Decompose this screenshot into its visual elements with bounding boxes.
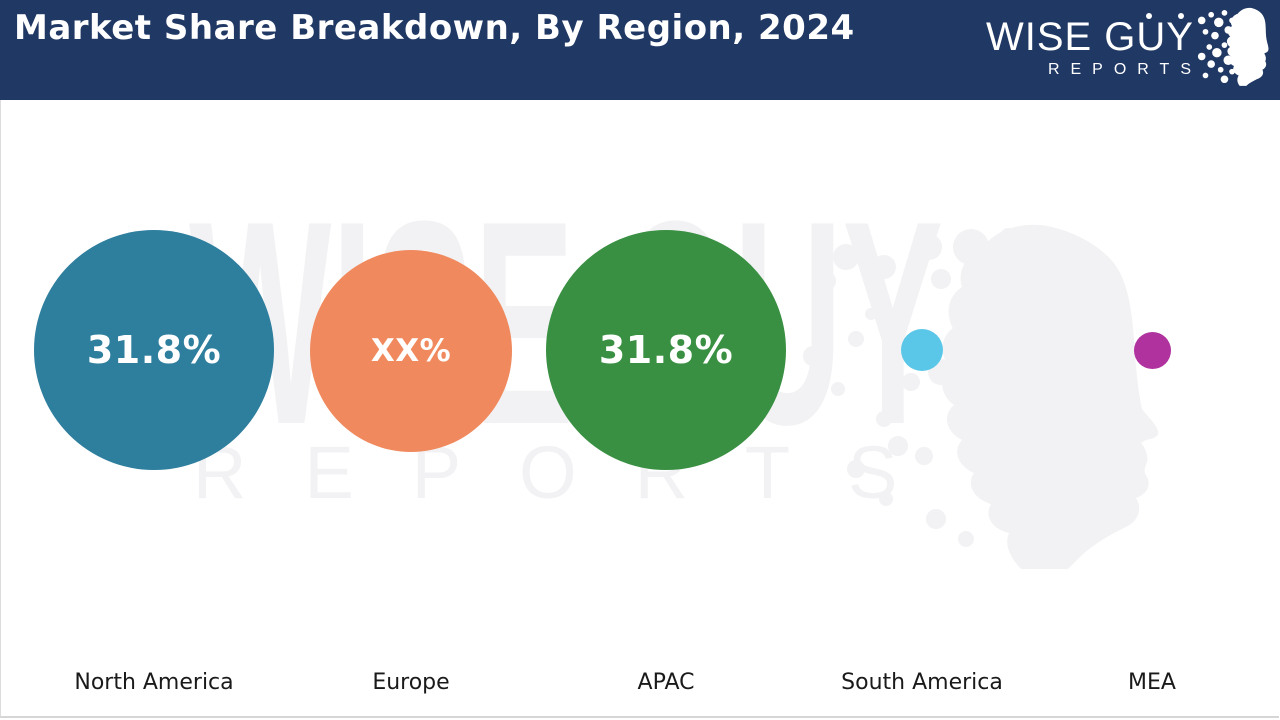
wise-guy-logo: WISE GUY REPORTS	[986, 6, 1270, 88]
bubble-apac: 31.8%	[546, 230, 786, 470]
category-label-apac: APAC	[637, 670, 695, 695]
category-label-north-america: North America	[74, 670, 234, 695]
watermark-subtitle: REPORTS	[193, 431, 956, 514]
logo-wordmark-block: WISE GUY REPORTS	[985, 13, 1194, 79]
bubble-mea	[1134, 332, 1171, 369]
logo-wordmark: WISE GUY	[985, 15, 1194, 59]
logo-subtitle: REPORTS	[1047, 61, 1202, 78]
category-label-south-america: South America	[841, 670, 1003, 695]
category-label-mea: MEA	[1128, 670, 1176, 695]
page-title: Market Share Breakdown, By Region, 2024	[14, 8, 855, 48]
bubble-north-america: 31.8%	[34, 230, 274, 470]
watermark-face-icon	[803, 224, 1159, 570]
bubble-europe: XX%	[310, 250, 512, 452]
bubble-south-america	[901, 329, 943, 371]
bubble-value-label: 31.8%	[598, 328, 734, 372]
bubble-chart: WISE GUY REPORTS 31.8% XX%	[0, 100, 1279, 718]
bubble-value-label: 31.8%	[86, 328, 222, 372]
logo-accent-dot	[1146, 13, 1152, 19]
category-label-europe: Europe	[372, 670, 450, 695]
logo-accent-dot	[1178, 13, 1184, 19]
wise-guy-face-icon	[1197, 7, 1269, 86]
bubble-value-label: XX%	[370, 333, 452, 369]
header-bar: Market Share Breakdown, By Region, 2024 …	[0, 0, 1280, 100]
